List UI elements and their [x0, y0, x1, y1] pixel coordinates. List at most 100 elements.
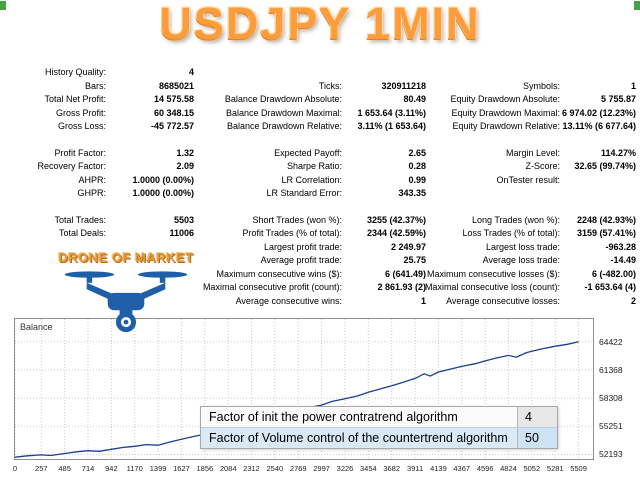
stat-label: Average consecutive losses: [446, 295, 560, 306]
x-axis-label: 4824 [500, 464, 517, 473]
y-axis-label: 52193 [599, 449, 623, 460]
drone-of-market-logo: DRONE OF MARKET [50, 250, 202, 344]
stats-row: History Quality: 4 [2, 66, 638, 80]
green-artifact [0, 1, 6, 10]
stat-value [562, 174, 638, 188]
stat-label: Balance Drawdown Relative: [226, 121, 342, 131]
stat-value: 3159 (57.41%) [576, 228, 636, 238]
stat-value: 2 249.97 [390, 241, 426, 252]
stat-value: -1 653.64 (4) [584, 282, 636, 292]
stat-value: 343.35 [398, 188, 426, 198]
x-axis-label: 2769 [289, 464, 307, 473]
stat-value: 0.28 [408, 161, 426, 171]
stat-value: 14 575.58 [153, 94, 194, 104]
stat-label: Total Trades: [54, 214, 106, 225]
stat-value: 320911218 [381, 80, 426, 91]
stat-value: 1.32 [176, 147, 194, 158]
x-axis-label: 5509 [570, 464, 587, 473]
x-axis-label: 485 [58, 464, 71, 473]
stat-value: 2.65 [408, 147, 426, 158]
stat-label [428, 187, 562, 201]
y-axis-label: 58308 [599, 393, 623, 404]
stat-value [562, 187, 638, 201]
y-axis-label: 61368 [599, 364, 623, 375]
x-axis-label: 2312 [243, 464, 260, 473]
stat-value: 11006 [169, 228, 194, 238]
param-value: 4 [517, 407, 557, 427]
param-row: Factor of init the power contratrend alg… [201, 407, 557, 427]
stat-label: Maximal consecutive profit (count): [202, 282, 342, 292]
x-axis-label: 2997 [313, 464, 330, 473]
stat-value: 80.49 [403, 94, 426, 104]
stat-value [344, 66, 428, 80]
x-axis-label: 5052 [523, 464, 541, 473]
stats-row: Largest profit trade: 2 249.97 Largest los… [2, 241, 638, 255]
x-axis-label: 0 [12, 464, 18, 473]
x-axis-label: 3911 [407, 464, 424, 473]
stat-value: 6 (641.49) [384, 268, 426, 279]
stat-value: 5 755.87 [600, 94, 636, 104]
stat-label: Equity Drawdown Relative: [452, 121, 560, 131]
stat-label: Profit Factor: [54, 147, 106, 158]
x-axis-label: 2540 [266, 464, 284, 473]
parameters-overlay: Factor of init the power contratrend alg… [200, 406, 558, 449]
logo-text: DRONE OF MARKET [58, 250, 194, 265]
x-axis-label: 4367 [453, 464, 471, 473]
x-axis-label: 3226 [336, 464, 354, 473]
stat-value [562, 66, 638, 80]
stat-label: History Quality: [44, 67, 106, 77]
x-axis-label: 1399 [149, 464, 167, 473]
stat-label: GHPR: [77, 188, 106, 198]
stat-value: 25.75 [403, 255, 426, 265]
x-axis-label: 257 [35, 464, 48, 473]
stat-value: 13.11% (6 677.64) [562, 121, 636, 131]
stats-row: Maximal consecutive profit (count): 2 861… [2, 281, 638, 295]
stats-row: Average profit trade: 25.75 Average loss t… [2, 254, 638, 268]
stat-label: LR Correlation: [281, 174, 342, 185]
stat-label [428, 66, 562, 80]
stat-label: Maximal consecutive loss (count): [424, 282, 560, 292]
stat-label: Ticks: [318, 80, 342, 91]
stat-label: Average consecutive wins: [235, 295, 342, 306]
x-axis-label: 1627 [173, 464, 190, 473]
stats-row: Recovery Factor: 2.09 Sharpe Ratio: 0.28 Z-S… [2, 160, 638, 174]
stat-label: Short Trades (won %): [252, 214, 342, 225]
param-label: Factor of Volume control of the countert… [209, 431, 508, 445]
stat-value: 3255 (42.37%) [366, 214, 426, 225]
x-axis-label: 3454 [360, 464, 377, 473]
x-axis-label: 1170 [126, 464, 143, 473]
stat-value: 6 974.02 (12.23%) [561, 107, 636, 118]
stats-row: Profit Factor: 1.32 Expected Payoff: 2.65 Ma… [2, 147, 638, 161]
stat-label: Average loss trade: [482, 255, 560, 265]
param-label: Factor of init the power contratrend alg… [209, 410, 458, 424]
stats-row: Total Net Profit: 14 575.58 Balance Drawdo… [2, 93, 638, 107]
stat-label: Total Deals: [58, 228, 106, 238]
y-axis-label: 55251 [599, 421, 623, 432]
stat-label: Recovery Factor: [37, 161, 106, 171]
stats-row: GHPR: 1.0000 (0.00%) LR Standard Error: 343… [2, 187, 638, 201]
page-title: USDJPY 1MIN [159, 0, 481, 49]
stat-label: AHPR: [78, 174, 106, 185]
stats-row: Bars: 8685021 Ticks: 320911218 Symbols: 1 [2, 80, 638, 94]
chart-series-label: Balance [20, 322, 53, 332]
stat-label: Largest profit trade: [263, 241, 342, 252]
stat-value: 2 [630, 295, 636, 306]
stats-row: Average consecutive wins: 1 Average consec… [2, 295, 638, 309]
stat-label: LR Standard Error: [266, 188, 342, 198]
stat-label: Gross Loss: [57, 121, 106, 131]
stat-label: Equity Drawdown Maximal: [451, 107, 560, 118]
stats-row: AHPR: 1.0000 (0.00%) LR Correlation: 0.99 On… [2, 174, 638, 188]
green-artifact [634, 1, 640, 10]
stat-label: Balance Drawdown Maximal: [225, 107, 342, 118]
stat-value: 0.99 [408, 174, 426, 185]
stat-label: Margin Level: [505, 147, 560, 158]
stat-value: -45 772.57 [150, 121, 194, 131]
stat-value: 5503 [173, 214, 194, 225]
stats-row: Gross Profit: 60 348.15 Balance Drawdown M… [2, 107, 638, 121]
stats-row: Maximum consecutive wins ($): 6 (641.49) M… [2, 268, 638, 282]
stat-value: 1 653.64 (3.11%) [357, 107, 426, 118]
stat-value: 1.0000 (0.00%) [132, 188, 194, 198]
stat-label: Average profit trade: [260, 255, 342, 265]
stat-label: Largest loss trade: [485, 241, 560, 252]
stat-label: Gross Profit: [55, 107, 106, 118]
